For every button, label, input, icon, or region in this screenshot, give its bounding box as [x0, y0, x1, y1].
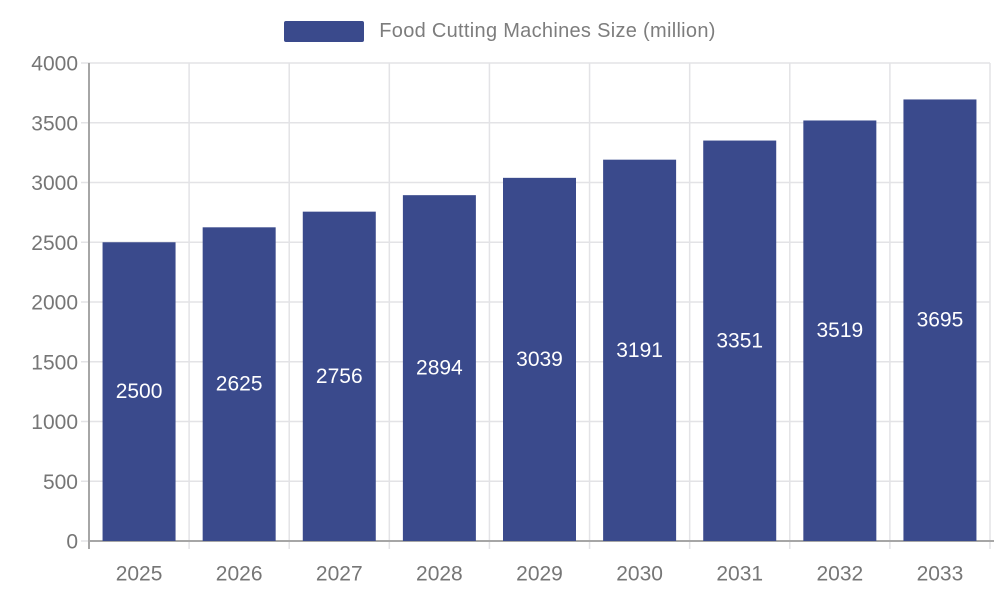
bar-2026[interactable] — [202, 227, 276, 541]
bar-value-label: 2756 — [316, 365, 363, 388]
y-tick-label: 2000 — [31, 292, 78, 315]
y-tick-label: 1500 — [31, 351, 78, 374]
x-tick-label: 2030 — [616, 563, 663, 586]
legend-swatch[interactable] — [284, 21, 365, 42]
y-tick-label: 2500 — [31, 232, 78, 255]
bar-value-label: 2500 — [116, 380, 163, 403]
y-tick-label: 0 — [66, 531, 78, 554]
x-tick-label: 2029 — [516, 563, 563, 586]
bar-2030[interactable] — [603, 159, 677, 541]
bar-value-label: 3191 — [616, 339, 663, 362]
legend[interactable]: Food Cutting Machines Size (million) — [0, 20, 1000, 43]
bar-value-label: 3351 — [716, 329, 763, 352]
x-tick-label: 2026 — [216, 563, 263, 586]
y-tick-label: 500 — [43, 471, 78, 494]
bar-2033[interactable] — [903, 99, 977, 541]
bar-2025[interactable] — [102, 242, 176, 541]
bar-2027[interactable] — [302, 211, 376, 541]
bar-value-label: 2894 — [416, 357, 463, 380]
bar-value-label: 3695 — [917, 309, 964, 332]
x-tick-label: 2033 — [917, 563, 964, 586]
bar-value-label: 3519 — [816, 319, 863, 342]
y-tick-label: 3000 — [31, 172, 78, 195]
bar-value-label: 2625 — [216, 373, 263, 396]
bar-2029[interactable] — [503, 177, 576, 542]
y-tick-label: 3500 — [31, 112, 78, 135]
x-tick-label: 2031 — [716, 563, 763, 586]
bar-2032[interactable] — [803, 120, 877, 542]
bar-2031[interactable] — [703, 140, 777, 542]
legend-label[interactable]: Food Cutting Machines Size (million) — [379, 20, 716, 42]
y-tick-label: 4000 — [31, 53, 78, 76]
y-tick-label: 1000 — [31, 411, 78, 434]
x-tick-label: 2032 — [816, 563, 863, 586]
bar-value-label: 3039 — [516, 348, 563, 371]
bar-2028[interactable] — [402, 195, 476, 542]
x-tick-label: 2027 — [316, 563, 363, 586]
x-tick-label: 2025 — [116, 563, 163, 586]
x-tick-label: 2028 — [416, 563, 463, 586]
